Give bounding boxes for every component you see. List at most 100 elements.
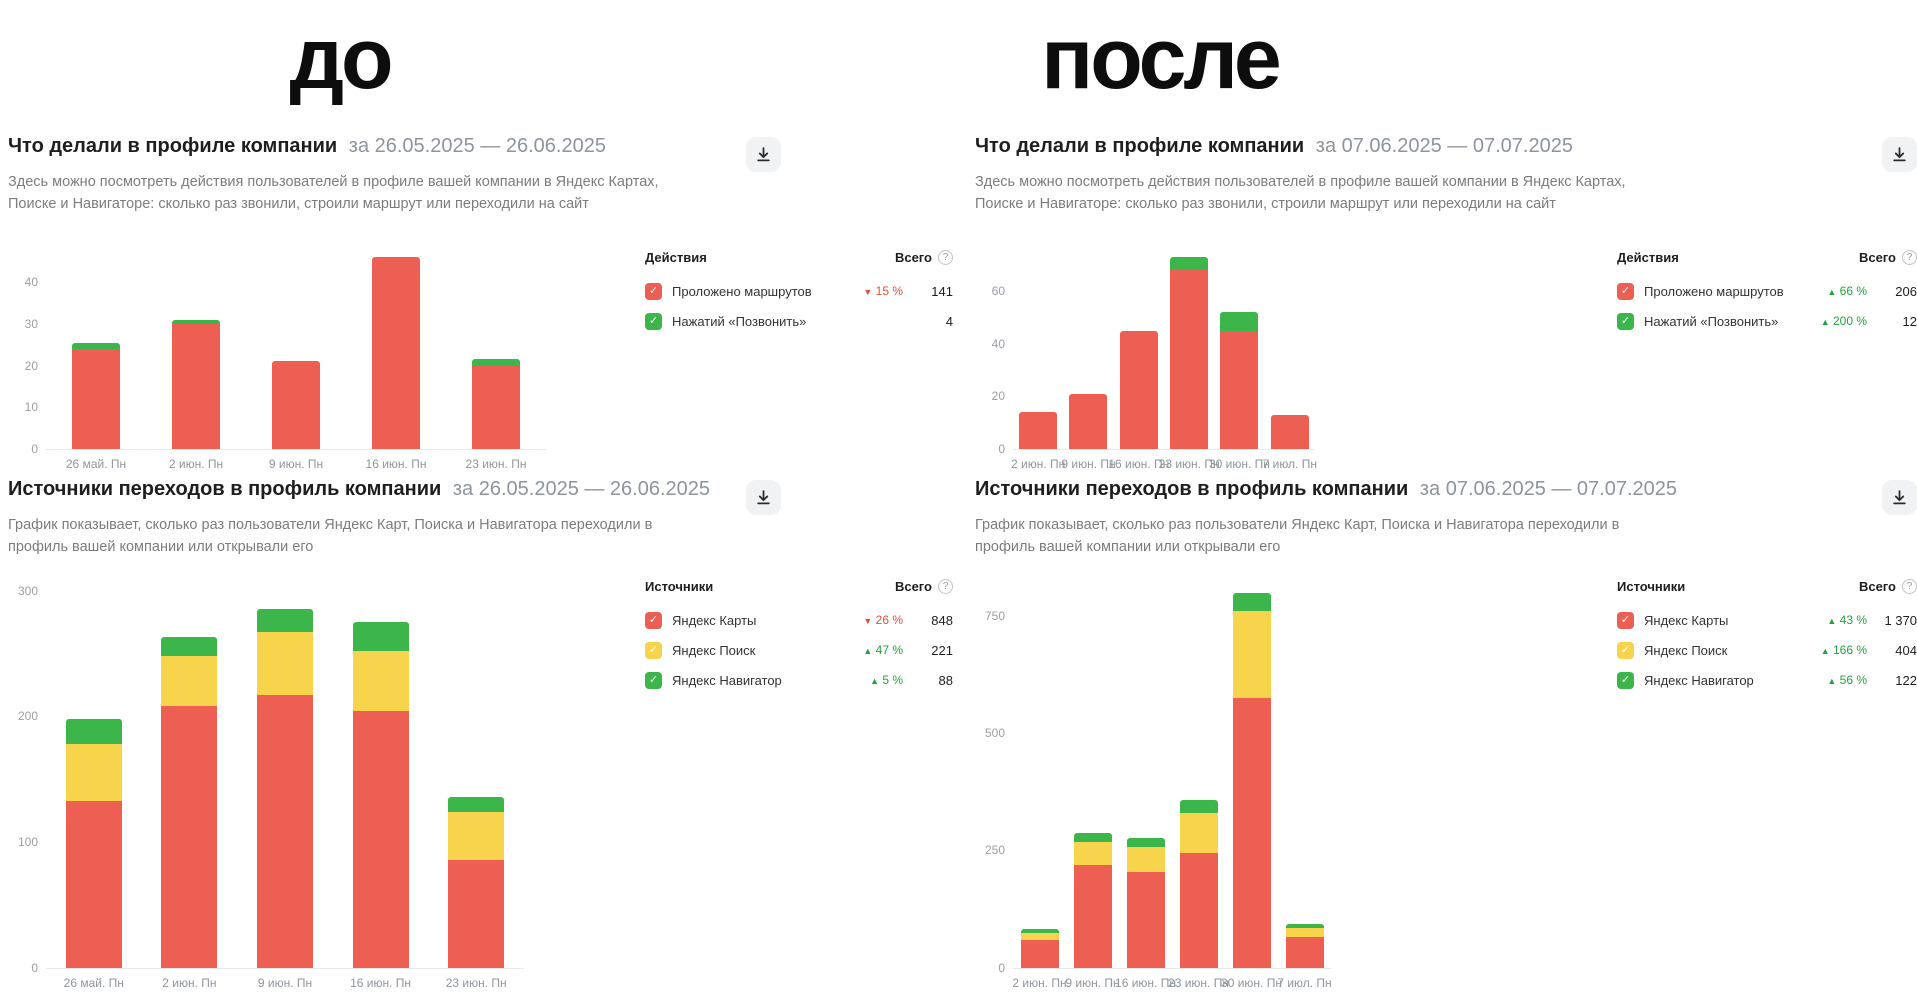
bar-stack[interactable] bbox=[352, 622, 409, 968]
before-header: до bbox=[289, 11, 393, 107]
bar-column: 30 июн. Пн bbox=[1221, 579, 1282, 990]
bar-segment bbox=[1126, 837, 1165, 848]
bar-stack[interactable] bbox=[1270, 414, 1309, 449]
legend-label: Проложено маршрутов bbox=[1644, 283, 1784, 299]
y-tick-label: 40 bbox=[24, 275, 38, 290]
help-icon[interactable]: ? bbox=[1902, 249, 1917, 265]
x-tick-label: 30 июн. Пн bbox=[1221, 975, 1282, 990]
bar-stack[interactable] bbox=[1119, 330, 1158, 449]
legend-item[interactable]: ✓ Нажатий «Позвонить» 4 bbox=[645, 312, 953, 330]
legend-delta: ▲ 47 % bbox=[863, 643, 903, 658]
legend-item[interactable]: ✓ Нажатий «Позвонить» ▲ 200 % 12 bbox=[1617, 312, 1917, 330]
legend-item[interactable]: ✓ Яндекс Навигатор ▲ 5 % 88 bbox=[645, 671, 953, 689]
bar-stack[interactable] bbox=[1170, 256, 1209, 449]
help-icon[interactable]: ? bbox=[938, 249, 953, 265]
bar-stack[interactable] bbox=[1126, 837, 1165, 968]
help-icon[interactable]: ? bbox=[938, 578, 953, 594]
bar-column: 2 июн. Пн bbox=[1012, 579, 1067, 990]
bar-segment bbox=[472, 365, 520, 449]
bar-segment bbox=[1020, 939, 1059, 968]
legend-item[interactable]: ✓ Яндекс Карты ▼ 26 % 848 bbox=[645, 611, 953, 629]
legend-label: Яндекс Карты bbox=[1644, 612, 1729, 628]
legend-delta: ▲ 56 % bbox=[1827, 673, 1867, 688]
bar-segment bbox=[1126, 847, 1165, 872]
bar-column: 26 май. Пн bbox=[46, 250, 146, 471]
legend-label: Яндекс Навигатор bbox=[672, 672, 782, 688]
bar-stack[interactable] bbox=[1179, 799, 1218, 968]
download-button[interactable] bbox=[746, 137, 781, 172]
bar-segment bbox=[1232, 593, 1271, 611]
bar-segment bbox=[1170, 256, 1209, 270]
bar-stack[interactable] bbox=[256, 609, 313, 968]
bar-column: 9 июн. Пн bbox=[1065, 579, 1120, 990]
x-tick-label: 9 июн. Пн bbox=[268, 456, 324, 471]
y-tick-label: 250 bbox=[984, 843, 1005, 858]
bar-stack[interactable] bbox=[72, 342, 120, 449]
legend-checkbox[interactable]: ✓ bbox=[1617, 641, 1634, 659]
legend-checkbox[interactable]: ✓ bbox=[645, 312, 662, 330]
bar-segment bbox=[352, 650, 409, 712]
panel-title: Что делали в профиле компании за 26.05.2… bbox=[8, 133, 953, 159]
legend-checkbox[interactable]: ✓ bbox=[645, 671, 662, 689]
legend-checkbox[interactable]: ✓ bbox=[645, 641, 662, 659]
bar-stack[interactable] bbox=[448, 796, 505, 968]
x-tick-label: 23 июн. Пн bbox=[445, 975, 507, 990]
download-button[interactable] bbox=[746, 480, 781, 515]
bar-stack[interactable] bbox=[1069, 393, 1108, 449]
legend-checkbox[interactable]: ✓ bbox=[645, 282, 662, 300]
bar-segment bbox=[161, 706, 218, 968]
bar-stack[interactable] bbox=[65, 718, 122, 968]
legend-checkbox[interactable]: ✓ bbox=[1617, 312, 1634, 330]
bar-stack[interactable] bbox=[1019, 412, 1058, 449]
trend-up-icon: ▲ bbox=[1820, 317, 1830, 328]
legend-header: Действия Всего? bbox=[645, 249, 953, 265]
bar-segment bbox=[1073, 864, 1112, 968]
chart-plot-area: 0 100 200 300 26 май. Пн 2 июн. Пн 9 июн. Пн 16… bbox=[18, 579, 524, 990]
legend-item[interactable]: ✓ Яндекс Поиск ▲ 47 % 221 bbox=[645, 641, 953, 659]
x-tick-label: 26 май. Пн bbox=[65, 456, 127, 471]
bar-stack[interactable] bbox=[1220, 312, 1259, 449]
legend-label: Нажатий «Позвонить» bbox=[1644, 313, 1779, 329]
panel-sources-before: Источники переходов в профиль компании з… bbox=[8, 476, 953, 990]
bar-stack[interactable] bbox=[1020, 929, 1059, 968]
bar-segment bbox=[448, 796, 505, 812]
legend-checkbox[interactable]: ✓ bbox=[645, 611, 662, 629]
bar-column: 9 июн. Пн bbox=[1061, 250, 1116, 471]
bar-stack[interactable] bbox=[1285, 924, 1324, 968]
bar-segment bbox=[352, 711, 409, 968]
legend-item[interactable]: ✓ Яндекс Навигатор ▲ 56 % 122 bbox=[1617, 671, 1917, 689]
help-icon[interactable]: ? bbox=[1902, 578, 1917, 594]
legend-total: 1 370 bbox=[1884, 612, 1917, 628]
bar-stack[interactable] bbox=[372, 257, 420, 449]
legend-checkbox[interactable]: ✓ bbox=[1617, 282, 1634, 300]
trend-down-icon: ▼ bbox=[863, 287, 873, 298]
y-tick-label: 300 bbox=[17, 583, 38, 598]
legend-checkbox[interactable]: ✓ bbox=[1617, 611, 1634, 629]
legend-item[interactable]: ✓ Проложено маршрутов ▲ 66 % 206 bbox=[1617, 282, 1917, 300]
panel-title-text: Что делали в профиле компании bbox=[8, 135, 338, 157]
trend-up-icon: ▲ bbox=[1827, 676, 1837, 687]
x-tick-label: 26 май. Пн bbox=[63, 975, 124, 990]
bar-stack[interactable] bbox=[1232, 593, 1271, 968]
bar-stack[interactable] bbox=[172, 319, 220, 449]
chart-plot-area: 0 20 40 60 2 июн. Пн 9 июн. Пн 16 июн. Пн 23 ию… bbox=[992, 250, 1317, 471]
bar-chart: 0 10 20 30 40 26 май. Пн 2 июн. Пн 9 июн. Пн 16 … bbox=[8, 250, 546, 471]
y-tick-label: 30 bbox=[24, 316, 38, 331]
x-tick-label: 23 июн. Пн bbox=[465, 456, 527, 471]
download-button[interactable] bbox=[1882, 137, 1917, 172]
legend-checkbox[interactable]: ✓ bbox=[1617, 671, 1634, 689]
bar-stack[interactable] bbox=[272, 361, 320, 449]
bar-stack[interactable] bbox=[161, 637, 218, 968]
y-tick-label: 0 bbox=[998, 960, 1005, 975]
legend-item[interactable]: ✓ Проложено маршрутов ▼ 15 % 141 bbox=[645, 282, 953, 300]
download-button[interactable] bbox=[1882, 480, 1917, 515]
y-tick-label: 500 bbox=[984, 726, 1005, 740]
chart-plot-area: 0 250 500 750 2 июн. Пн 9 июн. Пн 16 июн. Пн 23… bbox=[985, 579, 1332, 990]
legend-item[interactable]: ✓ Яндекс Поиск ▲ 166 % 404 bbox=[1617, 641, 1917, 659]
bar-stack[interactable] bbox=[472, 359, 520, 449]
legend-item[interactable]: ✓ Яндекс Карты ▲ 43 % 1 370 bbox=[1617, 611, 1917, 629]
bar-segment bbox=[72, 348, 120, 449]
bar-stack[interactable] bbox=[1073, 832, 1112, 968]
legend-label: Яндекс Поиск bbox=[672, 642, 756, 658]
